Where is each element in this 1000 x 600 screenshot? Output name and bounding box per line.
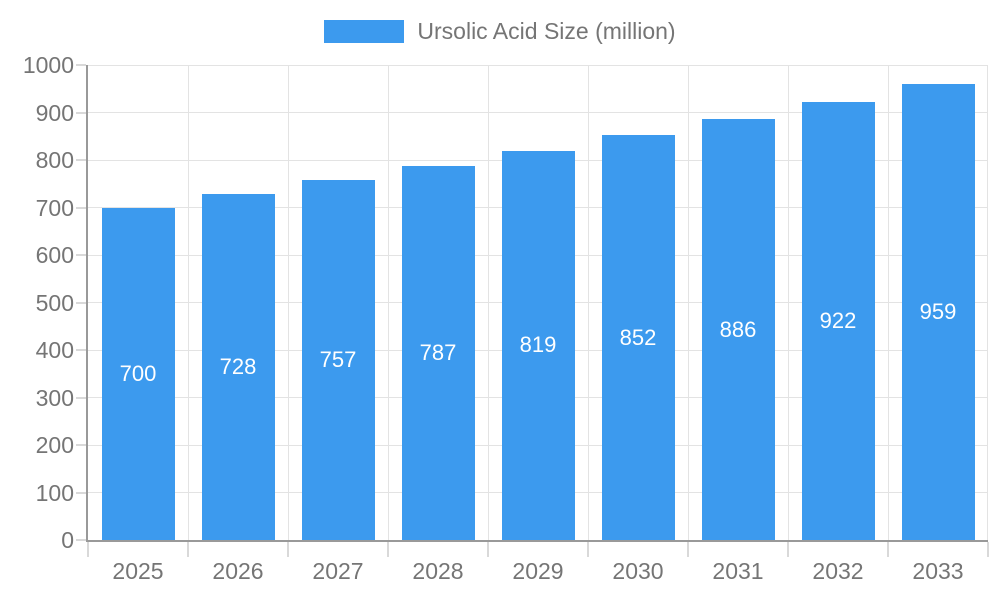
x-axis-tick xyxy=(287,542,289,557)
y-axis-tick xyxy=(76,396,86,399)
bar[interactable]: 728 xyxy=(201,194,275,540)
y-axis-label: 800 xyxy=(35,147,74,173)
y-axis-label: 100 xyxy=(35,479,74,506)
gridline-vertical xyxy=(388,65,389,540)
y-axis-label: 200 xyxy=(35,432,74,458)
y-axis-tick xyxy=(76,444,86,446)
x-axis-label: 2031 xyxy=(712,558,764,584)
bar-value-label: 787 xyxy=(419,340,457,366)
x-axis-line xyxy=(86,540,988,542)
bar-value-label: 728 xyxy=(219,354,257,380)
plot-area: 700 728 757 787 819 852 886 922 959 0 100 200 300 40… xyxy=(23,53,989,584)
gridline-vertical xyxy=(788,65,789,540)
bar[interactable]: 959 xyxy=(901,84,975,540)
legend-label: Ursolic Acid Size (million) xyxy=(417,18,676,44)
y-axis-line xyxy=(86,65,88,540)
y-axis-label: 500 xyxy=(35,289,74,316)
y-axis-tick xyxy=(76,349,86,351)
gridline-horizontal xyxy=(88,112,988,113)
bar-value-label: 700 xyxy=(119,360,157,386)
gridline-vertical xyxy=(488,65,489,540)
x-axis-label: 2026 xyxy=(212,558,264,584)
x-axis-tick xyxy=(787,542,789,557)
y-axis-label: 0 xyxy=(61,527,74,553)
y-axis-tick xyxy=(76,539,86,541)
y-axis-tick xyxy=(76,301,86,304)
bar-value-label: 852 xyxy=(619,324,657,350)
gridline-vertical xyxy=(688,65,689,540)
x-axis-label: 2030 xyxy=(612,558,664,584)
y-axis-label: 700 xyxy=(35,194,74,221)
y-axis-tick xyxy=(76,111,86,114)
x-axis-tick xyxy=(187,542,189,557)
gridline-vertical xyxy=(888,65,889,540)
x-axis-tick xyxy=(87,542,89,557)
x-axis-tick xyxy=(387,542,389,557)
bar-value-label: 819 xyxy=(519,332,557,358)
x-axis-tick xyxy=(487,542,489,557)
x-axis-tick xyxy=(987,542,989,557)
x-axis-label: 2032 xyxy=(812,558,864,584)
x-axis-label: 2027 xyxy=(312,558,364,584)
y-axis-label: 900 xyxy=(35,99,74,126)
x-axis-label: 2029 xyxy=(512,558,564,584)
bar[interactable]: 852 xyxy=(601,135,675,540)
gridline-vertical xyxy=(987,65,988,540)
x-axis-tick xyxy=(587,542,589,557)
x-axis-tick xyxy=(687,542,689,557)
bar[interactable]: 700 xyxy=(101,207,175,540)
y-axis-tick xyxy=(76,64,86,66)
y-axis-label: 600 xyxy=(35,242,74,268)
y-axis-tick xyxy=(76,491,86,494)
y-axis-label: 300 xyxy=(35,384,74,411)
legend-marker-icon xyxy=(324,19,405,43)
y-axis-label: 400 xyxy=(35,337,74,363)
gridline-vertical xyxy=(288,65,289,540)
x-axis-label: 2033 xyxy=(912,558,964,584)
bar[interactable]: 819 xyxy=(501,150,575,540)
gridline-horizontal xyxy=(88,64,988,66)
bar-value-label: 757 xyxy=(319,347,357,373)
bar[interactable]: 886 xyxy=(701,119,775,540)
x-axis-tick xyxy=(887,542,889,557)
bar-value-label: 959 xyxy=(919,299,957,325)
gridline-vertical xyxy=(588,65,589,540)
y-axis-tick xyxy=(76,254,86,256)
gridline-vertical xyxy=(188,65,189,540)
bar-value-label: 922 xyxy=(819,308,857,334)
bar[interactable]: 922 xyxy=(801,102,875,540)
bar-value-label: 886 xyxy=(719,316,757,342)
y-axis-label: 1000 xyxy=(22,52,74,78)
x-axis-label: 2028 xyxy=(412,558,464,584)
legend[interactable]: Ursolic Acid Size (million) xyxy=(0,18,1000,44)
bar[interactable]: 787 xyxy=(401,166,475,540)
bar[interactable]: 757 xyxy=(301,180,375,540)
x-axis-label: 2025 xyxy=(112,558,164,584)
y-axis-tick xyxy=(76,159,86,161)
y-axis-tick xyxy=(76,206,86,209)
